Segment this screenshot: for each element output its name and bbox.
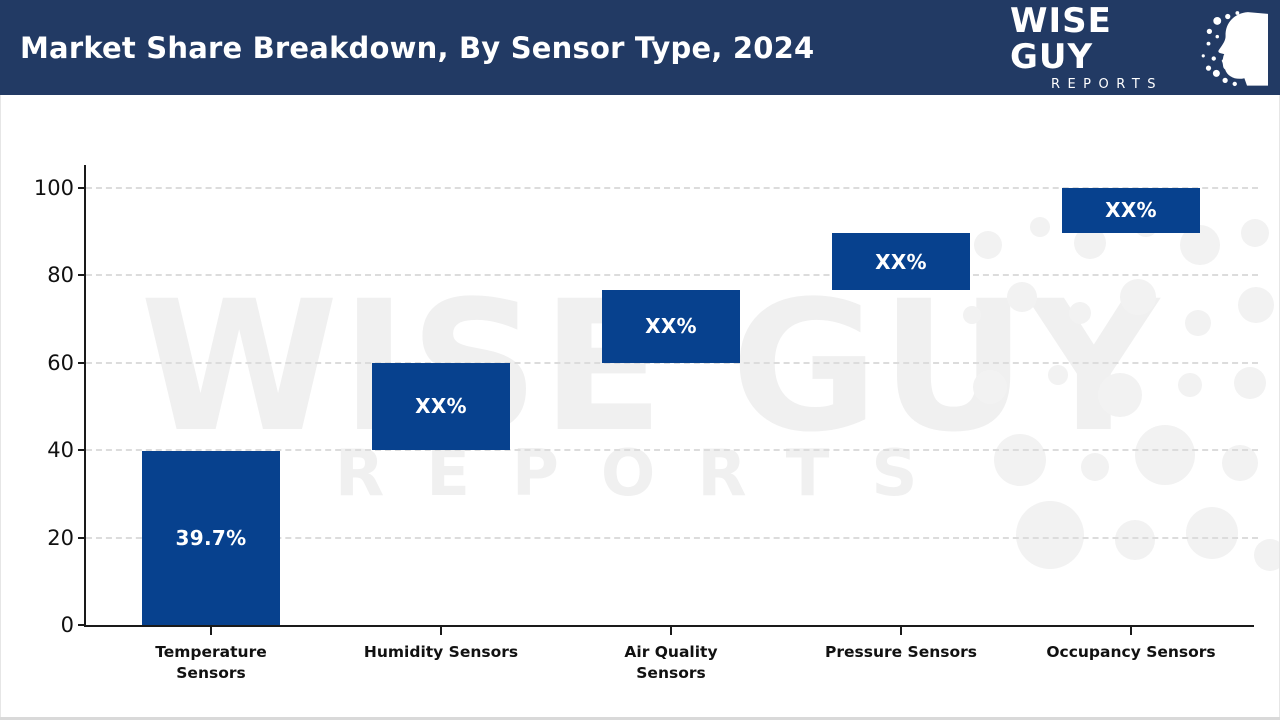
watermark-reports: REPORTS — [335, 437, 960, 511]
x-axis-label-air-quality-sensors: Air Quality Sensors — [624, 643, 718, 682]
bar-value-label: XX% — [415, 394, 467, 419]
header-bar: Market Share Breakdown, By Sensor Type, … — [0, 0, 1280, 95]
x-axis-label-occupancy-sensors: Occupancy Sensors — [1046, 643, 1216, 661]
gridline-20 — [86, 536, 1258, 539]
y-axis-line — [84, 165, 86, 627]
gridline-40 — [86, 449, 1258, 451]
bar-humidity-sensors: XX% — [372, 362, 510, 450]
bottom-border-line — [0, 717, 1280, 720]
gridline-60 — [86, 361, 1258, 364]
bar-air-quality-sensors: XX% — [602, 290, 740, 363]
y-tick-40 — [78, 449, 86, 451]
y-tick-label-20: 20 — [47, 525, 74, 550]
y-tick-100 — [78, 186, 86, 189]
y-tick-label-100: 100 — [33, 175, 74, 200]
gridline-100 — [86, 186, 1258, 189]
y-tick-label-80: 80 — [47, 263, 74, 287]
logo-wordmark: WISE GUY — [1010, 1, 1112, 77]
x-axis-label-pressure-sensors: Pressure Sensors — [824, 643, 977, 661]
y-tick-80 — [78, 274, 86, 276]
y-tick-label-40: 40 — [47, 438, 74, 462]
x-axis-label-humidity-sensors: Humidity Sensors — [363, 643, 519, 661]
x-tick-occupancy-sensors — [1130, 627, 1132, 635]
y-tick-0 — [78, 624, 86, 626]
y-tick-label-60: 60 — [47, 350, 74, 375]
bar-value-label: XX% — [1105, 198, 1157, 223]
logo: WISE GUY REPORTS — [1010, 1, 1268, 92]
y-tick-label-0: 0 — [60, 613, 74, 637]
x-tick-air-quality-sensors — [670, 627, 672, 635]
gridline-80 — [86, 274, 1258, 276]
bar-value-label: XX% — [645, 314, 697, 339]
left-border-line — [0, 95, 1, 720]
x-axis-label-temperature-sensors: Temperature Sensors — [155, 643, 267, 682]
y-tick-20 — [78, 536, 86, 539]
page-title: Market Share Breakdown, By Sensor Type, … — [20, 30, 815, 65]
bar-occupancy-sensors: XX% — [1062, 187, 1200, 234]
bar-value-label: 39.7% — [175, 526, 247, 551]
logo-reports-label: REPORTS — [1050, 77, 1164, 92]
y-tick-60 — [78, 361, 86, 364]
x-axis-line — [84, 625, 1254, 627]
x-tick-pressure-sensors — [900, 627, 902, 635]
watermark-face-icon — [963, 213, 1280, 571]
x-tick-humidity-sensors — [440, 627, 442, 635]
bar-value-label: XX% — [875, 249, 927, 274]
bar-temperature-sensors: 39.7% — [142, 451, 280, 625]
bar-pressure-sensors: XX% — [832, 233, 970, 291]
x-tick-temperature-sensors — [210, 627, 212, 635]
logo-face-icon — [1201, 11, 1268, 87]
